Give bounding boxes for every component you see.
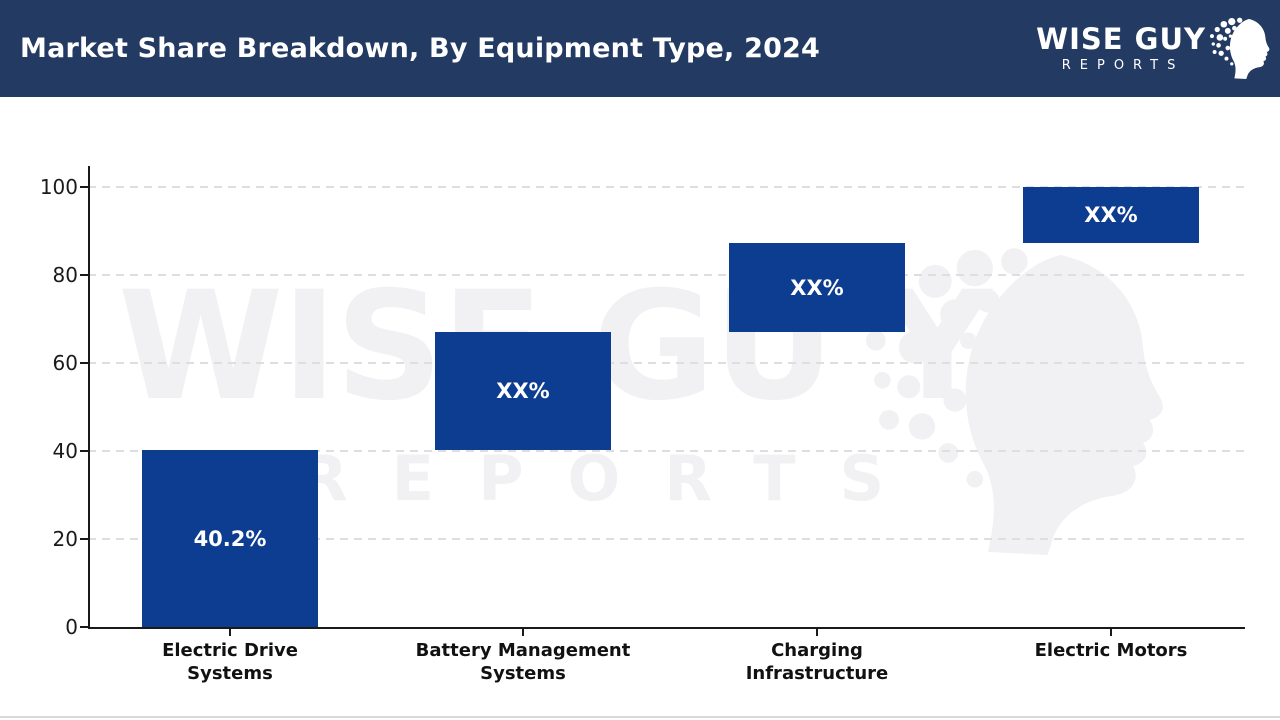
bar-value-label: 40.2% (193, 526, 267, 551)
bar-value-label: XX% (1084, 202, 1138, 227)
y-tick-label: 60 (52, 351, 78, 375)
brand-logo: WISE GUY REPORTS (1036, 6, 1280, 92)
x-axis-tick (1110, 629, 1112, 636)
x-axis-tick (229, 629, 231, 636)
bar (435, 332, 611, 451)
y-axis-tick (80, 450, 88, 452)
y-tick-label: 80 (52, 263, 78, 287)
logo-head-icon (1209, 17, 1270, 79)
category-label: Charging Infrastructure (745, 640, 889, 684)
gridline (88, 538, 1245, 540)
gridline (88, 450, 1245, 452)
gridline (88, 362, 1245, 364)
category-label: Electric Drive Systems (162, 640, 298, 684)
bar (1023, 187, 1199, 243)
category-label: Electric Motors (1034, 640, 1188, 661)
y-tick-label: 20 (52, 527, 78, 551)
page-title: Market Share Breakdown, By Equipment Typ… (20, 33, 821, 64)
y-axis-spine (88, 166, 90, 629)
bar-value-label: XX% (790, 275, 844, 300)
category-label: Battery Management Systems (415, 640, 631, 684)
logo-reports-label: REPORTS (1061, 58, 1185, 73)
y-tick-label: 100 (39, 175, 78, 199)
y-axis-tick (80, 626, 88, 628)
x-axis-tick (522, 629, 524, 636)
watermark-head-icon (865, 248, 1163, 556)
y-axis-tick (80, 274, 88, 276)
bar-value-label: XX% (496, 379, 550, 404)
footer-divider (0, 716, 1280, 718)
y-axis-tick (80, 186, 88, 188)
gridline (88, 274, 1245, 276)
bar (729, 242, 905, 333)
brand-logo-text: WISE GUY REPORTS (1036, 22, 1206, 73)
gridline (88, 186, 1245, 188)
logo-brand-label: WISE GUY (1036, 22, 1206, 56)
y-tick-label: 40 (52, 439, 78, 463)
y-tick-label: 0 (65, 615, 78, 639)
bar (142, 450, 318, 627)
x-axis-tick (816, 629, 818, 636)
watermark-reports-text: REPORTS (300, 442, 929, 515)
x-axis-spine (88, 627, 1245, 629)
header-bar: Market Share Breakdown, By Equipment Typ… (0, 0, 1280, 97)
y-axis-tick (80, 538, 88, 540)
y-axis-tick (80, 362, 88, 364)
